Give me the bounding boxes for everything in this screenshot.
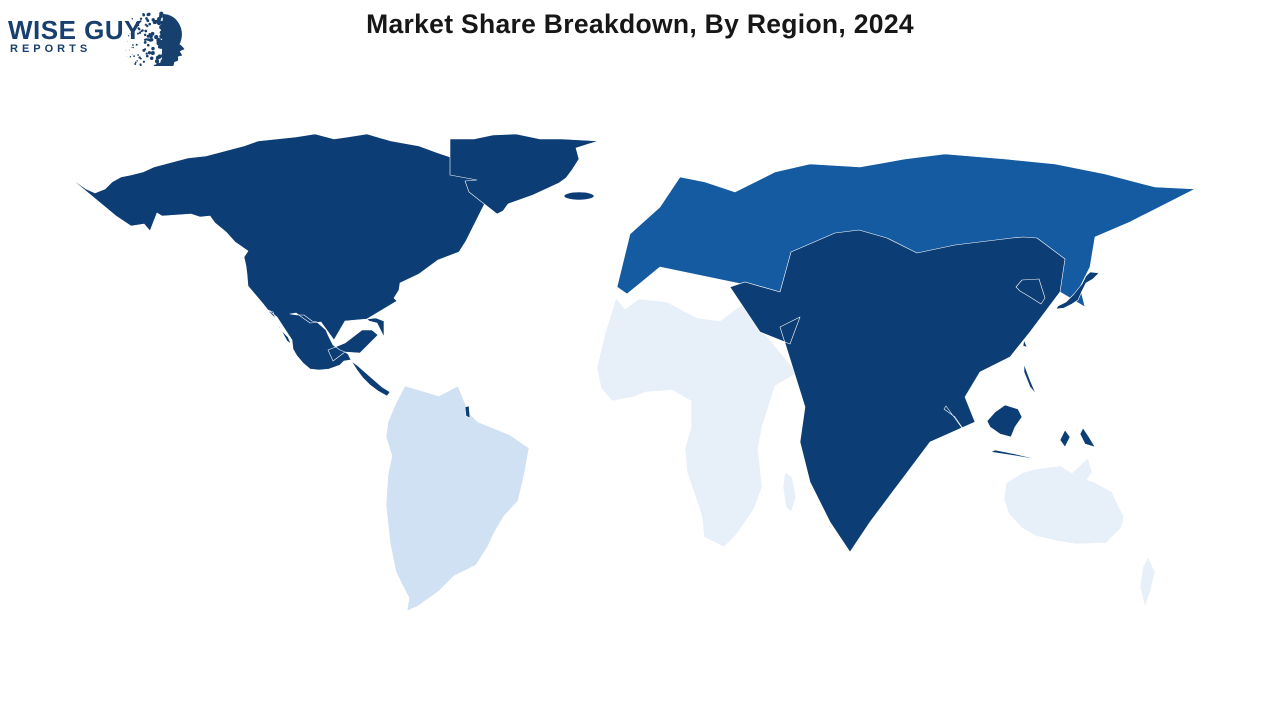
svg-text:WISE GUY: WISE GUY (8, 15, 142, 45)
svg-text:REPORTS: REPORTS (10, 43, 91, 55)
